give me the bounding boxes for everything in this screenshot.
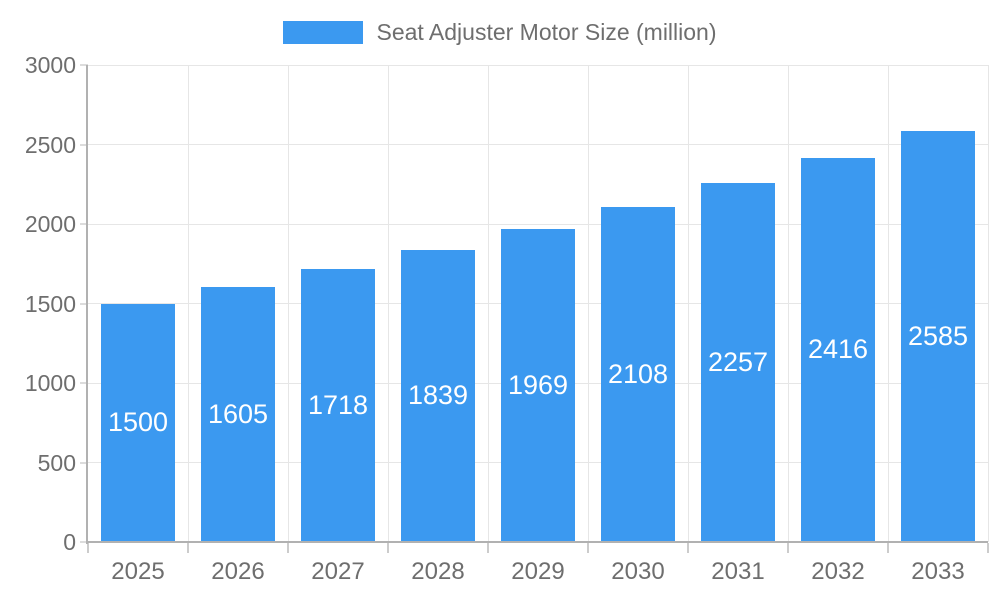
y-axis-tick: [80, 461, 88, 464]
y-axis-label: 1000: [24, 370, 76, 396]
bar-value-label: 2257: [707, 347, 769, 378]
v-gridline: [387, 65, 389, 542]
x-axis-tick: [87, 543, 89, 553]
h-gridline: [88, 64, 988, 66]
y-axis-label: 500: [37, 449, 76, 476]
y-axis-label: 2500: [24, 131, 76, 158]
y-axis-line: [86, 65, 88, 544]
y-axis-label: 3000: [24, 52, 76, 78]
bar-value-label: 1500: [107, 407, 169, 438]
v-gridline: [987, 65, 989, 542]
bar-value-label: 1839: [407, 380, 469, 411]
x-axis-tick: [787, 543, 789, 553]
x-axis-tick: [487, 543, 489, 553]
x-axis-tick: [287, 543, 289, 553]
bar[interactable]: 1605: [201, 286, 275, 542]
legend-title: Seat Adjuster Motor Size (million): [376, 19, 717, 45]
y-axis-tick: [80, 382, 88, 384]
bar[interactable]: 1718: [301, 268, 375, 542]
bar[interactable]: 1969: [501, 228, 575, 542]
y-axis-tick: [80, 143, 88, 146]
bar[interactable]: 2416: [801, 157, 875, 542]
legend-swatch: [283, 21, 364, 44]
x-axis-label: 2025: [111, 558, 165, 585]
x-axis-label: 2033: [911, 558, 965, 585]
x-axis-tick: [187, 543, 189, 553]
v-gridline: [787, 65, 789, 542]
bar[interactable]: 2257: [701, 183, 775, 542]
x-axis-tick: [687, 543, 689, 553]
bar-value-label: 1969: [507, 369, 569, 400]
h-gridline: [88, 144, 988, 145]
x-axis-label: 2028: [411, 558, 465, 585]
v-gridline: [187, 65, 189, 542]
bar[interactable]: 2108: [601, 206, 675, 542]
y-axis-tick: [80, 302, 88, 305]
x-axis-tick: [987, 543, 989, 553]
bar-value-label: 2108: [607, 358, 669, 389]
x-axis-tick: [387, 543, 389, 553]
v-gridline: [287, 65, 289, 542]
x-axis-label: 2026: [211, 558, 265, 585]
y-axis-tick: [80, 64, 88, 66]
h-gridline: [88, 223, 988, 225]
x-axis-tick: [587, 543, 589, 553]
bar-value-label: 2416: [807, 334, 869, 365]
chart-legend: Seat Adjuster Motor Size (million): [0, 19, 1000, 46]
bar[interactable]: 1839: [401, 249, 475, 542]
bar-value-label: 2585: [907, 320, 969, 351]
x-axis-label: 2031: [711, 558, 765, 585]
bar[interactable]: 1500: [101, 303, 175, 542]
x-axis-label: 2027: [311, 558, 365, 585]
bar-value-label: 1718: [307, 389, 369, 420]
x-axis-line: [86, 541, 988, 543]
v-gridline: [487, 65, 489, 542]
x-axis-label: 2032: [811, 558, 865, 585]
bar[interactable]: 2585: [901, 130, 975, 542]
x-axis-label: 2030: [611, 558, 665, 585]
y-axis-label: 0: [63, 529, 76, 555]
y-axis-tick: [80, 541, 88, 543]
v-gridline: [687, 65, 689, 542]
v-gridline: [887, 65, 889, 542]
y-axis-label: 2000: [24, 211, 76, 237]
y-axis-tick: [80, 223, 88, 225]
bar-value-label: 1605: [207, 398, 269, 429]
y-axis-label: 1500: [24, 290, 76, 317]
x-axis-label: 2029: [511, 558, 565, 585]
x-axis-tick: [887, 543, 889, 553]
v-gridline: [587, 65, 589, 542]
